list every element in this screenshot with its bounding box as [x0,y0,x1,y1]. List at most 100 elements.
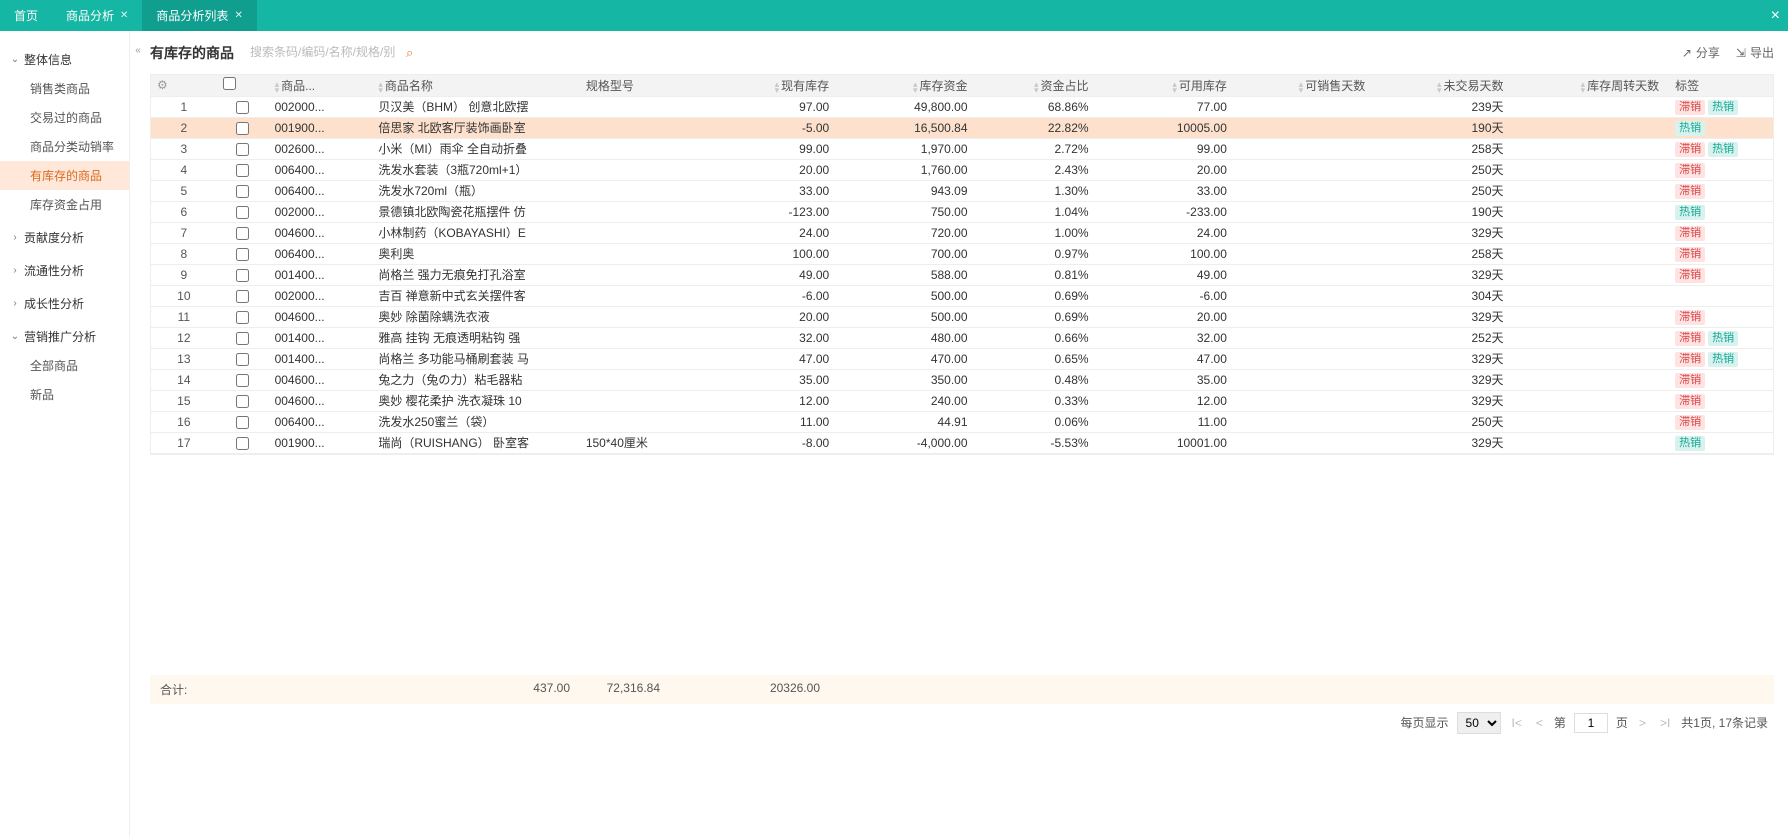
row-checkbox[interactable] [236,248,249,261]
tab-0[interactable]: 首页 [0,0,52,31]
cell-notx: 252天 [1375,327,1513,348]
table-row[interactable]: 13001400...尚格兰 多功能马桶刷套装 马47.00470.000.65… [151,348,1773,369]
nav-item-0-3[interactable]: 有库存的商品 [0,161,129,190]
table-row[interactable]: 12001400...雅高 挂钩 无痕透明粘钩 强32.00480.000.66… [151,327,1773,348]
search-input[interactable] [248,41,398,64]
row-checkbox[interactable] [236,395,249,408]
cell-code: 002000... [269,285,373,306]
tab-1[interactable]: 商品分析✕ [52,0,142,31]
col-sell[interactable]: ▴▾可销售天数 [1237,75,1375,96]
gear-icon[interactable]: ⚙ [157,78,168,92]
row-checkbox[interactable] [236,227,249,240]
page-input[interactable] [1574,713,1608,733]
pager-last-icon[interactable]: >I [1657,716,1673,730]
share-button[interactable]: ↗ 分享 [1682,44,1720,61]
table-row[interactable]: 8006400...奥利奥100.00700.000.97%100.00258天… [151,243,1773,264]
table-row[interactable]: 7004600...小林制药（KOBAYASHI）E24.00720.001.0… [151,222,1773,243]
col-stock[interactable]: ▴▾现有库存 [701,75,839,96]
tab-2[interactable]: 商品分析列表✕ [142,0,256,31]
cell-sell [1237,285,1375,306]
row-checkbox[interactable] [236,206,249,219]
row-checkbox[interactable] [236,437,249,450]
table-row[interactable]: 16006400...洗发水250蜜兰（袋）11.0044.910.06%11.… [151,411,1773,432]
cell-fund: 943.09 [839,180,977,201]
table-row[interactable]: 5006400...洗发水720ml（瓶）33.00943.091.30%33.… [151,180,1773,201]
col-code[interactable]: ▴▾商品... [269,75,373,96]
tab-close-icon[interactable]: ✕ [120,10,128,21]
table-row[interactable]: 4006400...洗发水套装（3瓶720ml+1）20.001,760.002… [151,159,1773,180]
sort-icon[interactable]: ▴▾ [1034,81,1039,93]
select-all-checkbox[interactable] [223,77,236,90]
tabbar-close-icon[interactable]: × [1771,0,1780,31]
sort-icon[interactable]: ▴▾ [1437,81,1442,93]
nav-group-4[interactable]: ⌄营销推广分析 [0,322,129,351]
cell-code: 002000... [269,201,373,222]
sort-icon[interactable]: ▴▾ [1172,81,1177,93]
col-notx[interactable]: ▴▾未交易天数 [1375,75,1513,96]
cell-stock: 97.00 [701,96,839,117]
tab-close-icon[interactable]: ✕ [234,10,242,21]
nav-group-2[interactable]: ›流通性分析 [0,256,129,285]
col-name[interactable]: ▴▾商品名称 [372,75,580,96]
nav-item-0-2[interactable]: 商品分类动销率 [0,132,129,161]
sidebar-collapse-icon[interactable]: « [130,31,146,836]
pager-prev-icon[interactable]: < [1533,716,1546,730]
tag-slow: 滞销 [1675,268,1705,283]
per-page-select[interactable]: 50 [1457,712,1501,734]
sort-icon[interactable]: ▴▾ [775,81,780,93]
export-label: 导出 [1750,44,1774,61]
table-row[interactable]: 11004600...奥妙 除菌除螨洗衣液20.00500.000.69%20.… [151,306,1773,327]
table-row[interactable]: 15004600...奥妙 樱花柔护 洗衣凝珠 1012.00240.000.3… [151,390,1773,411]
sort-icon[interactable]: ▴▾ [1581,81,1586,93]
row-checkbox[interactable] [236,164,249,177]
row-checkbox[interactable] [236,374,249,387]
nav-item-0-1[interactable]: 交易过的商品 [0,103,129,132]
nav-item-0-4[interactable]: 库存资金占用 [0,190,129,219]
cell-idx: 8 [151,243,217,264]
table-row[interactable]: 9001400...尚格兰 强力无痕免打孔浴室49.00588.000.81%4… [151,264,1773,285]
row-checkbox[interactable] [236,122,249,135]
sort-icon[interactable]: ▴▾ [275,81,280,93]
nav-item-4-1[interactable]: 新品 [0,380,129,409]
cell-name: 奥妙 樱花柔护 洗衣凝珠 10 [372,390,580,411]
row-checkbox[interactable] [236,290,249,303]
search-icon[interactable]: ⌕ [406,45,413,61]
cell-pct: 22.82% [978,117,1099,138]
sort-icon[interactable]: ▴▾ [378,81,383,93]
row-checkbox[interactable] [236,332,249,345]
cell-stock: 32.00 [701,327,839,348]
table-row[interactable]: 10002000...吉百 禅意新中式玄关摆件客-6.00500.000.69%… [151,285,1773,306]
table-row[interactable]: 6002000...景德镇北欧陶瓷花瓶摆件 仿-123.00750.001.04… [151,201,1773,222]
cell-stock: -6.00 [701,285,839,306]
row-checkbox[interactable] [236,101,249,114]
col-turn[interactable]: ▴▾库存周转天数 [1514,75,1670,96]
col-fund[interactable]: ▴▾库存资金 [839,75,977,96]
cell-avail: 33.00 [1099,180,1237,201]
row-checkbox[interactable] [236,269,249,282]
cell-notx: 329天 [1375,222,1513,243]
table-row[interactable]: 3002600...小米（MI）雨伞 全自动折叠99.001,970.002.7… [151,138,1773,159]
table-row[interactable]: 2001900...倍思家 北欧客厅装饰画卧室-5.0016,500.8422.… [151,117,1773,138]
nav-item-0-0[interactable]: 销售类商品 [0,74,129,103]
row-checkbox[interactable] [236,185,249,198]
row-checkbox[interactable] [236,416,249,429]
sort-icon[interactable]: ▴▾ [913,81,918,93]
tag-hot: 热销 [1675,121,1705,136]
row-checkbox[interactable] [236,311,249,324]
cell-idx: 9 [151,264,217,285]
export-button[interactable]: ⇲ 导出 [1736,44,1774,61]
row-checkbox[interactable] [236,353,249,366]
pager-next-icon[interactable]: > [1636,716,1649,730]
col-pct[interactable]: ▴▾资金占比 [978,75,1099,96]
pager-first-icon[interactable]: I< [1509,716,1525,730]
row-checkbox[interactable] [236,143,249,156]
table-row[interactable]: 1002000...贝汉美（BHM） 创意北欧摆97.0049,800.0068… [151,96,1773,117]
col-avail[interactable]: ▴▾可用库存 [1099,75,1237,96]
table-row[interactable]: 17001900...瑞尚（RUISHANG） 卧室客150*40厘米-8.00… [151,432,1773,453]
nav-group-3[interactable]: ›成长性分析 [0,289,129,318]
sort-icon[interactable]: ▴▾ [1299,81,1304,93]
table-row[interactable]: 14004600...兔之力（兔の力）粘毛器粘35.00350.000.48%3… [151,369,1773,390]
nav-group-0[interactable]: ⌄整体信息 [0,45,129,74]
nav-item-4-0[interactable]: 全部商品 [0,351,129,380]
nav-group-1[interactable]: ›贡献度分析 [0,223,129,252]
